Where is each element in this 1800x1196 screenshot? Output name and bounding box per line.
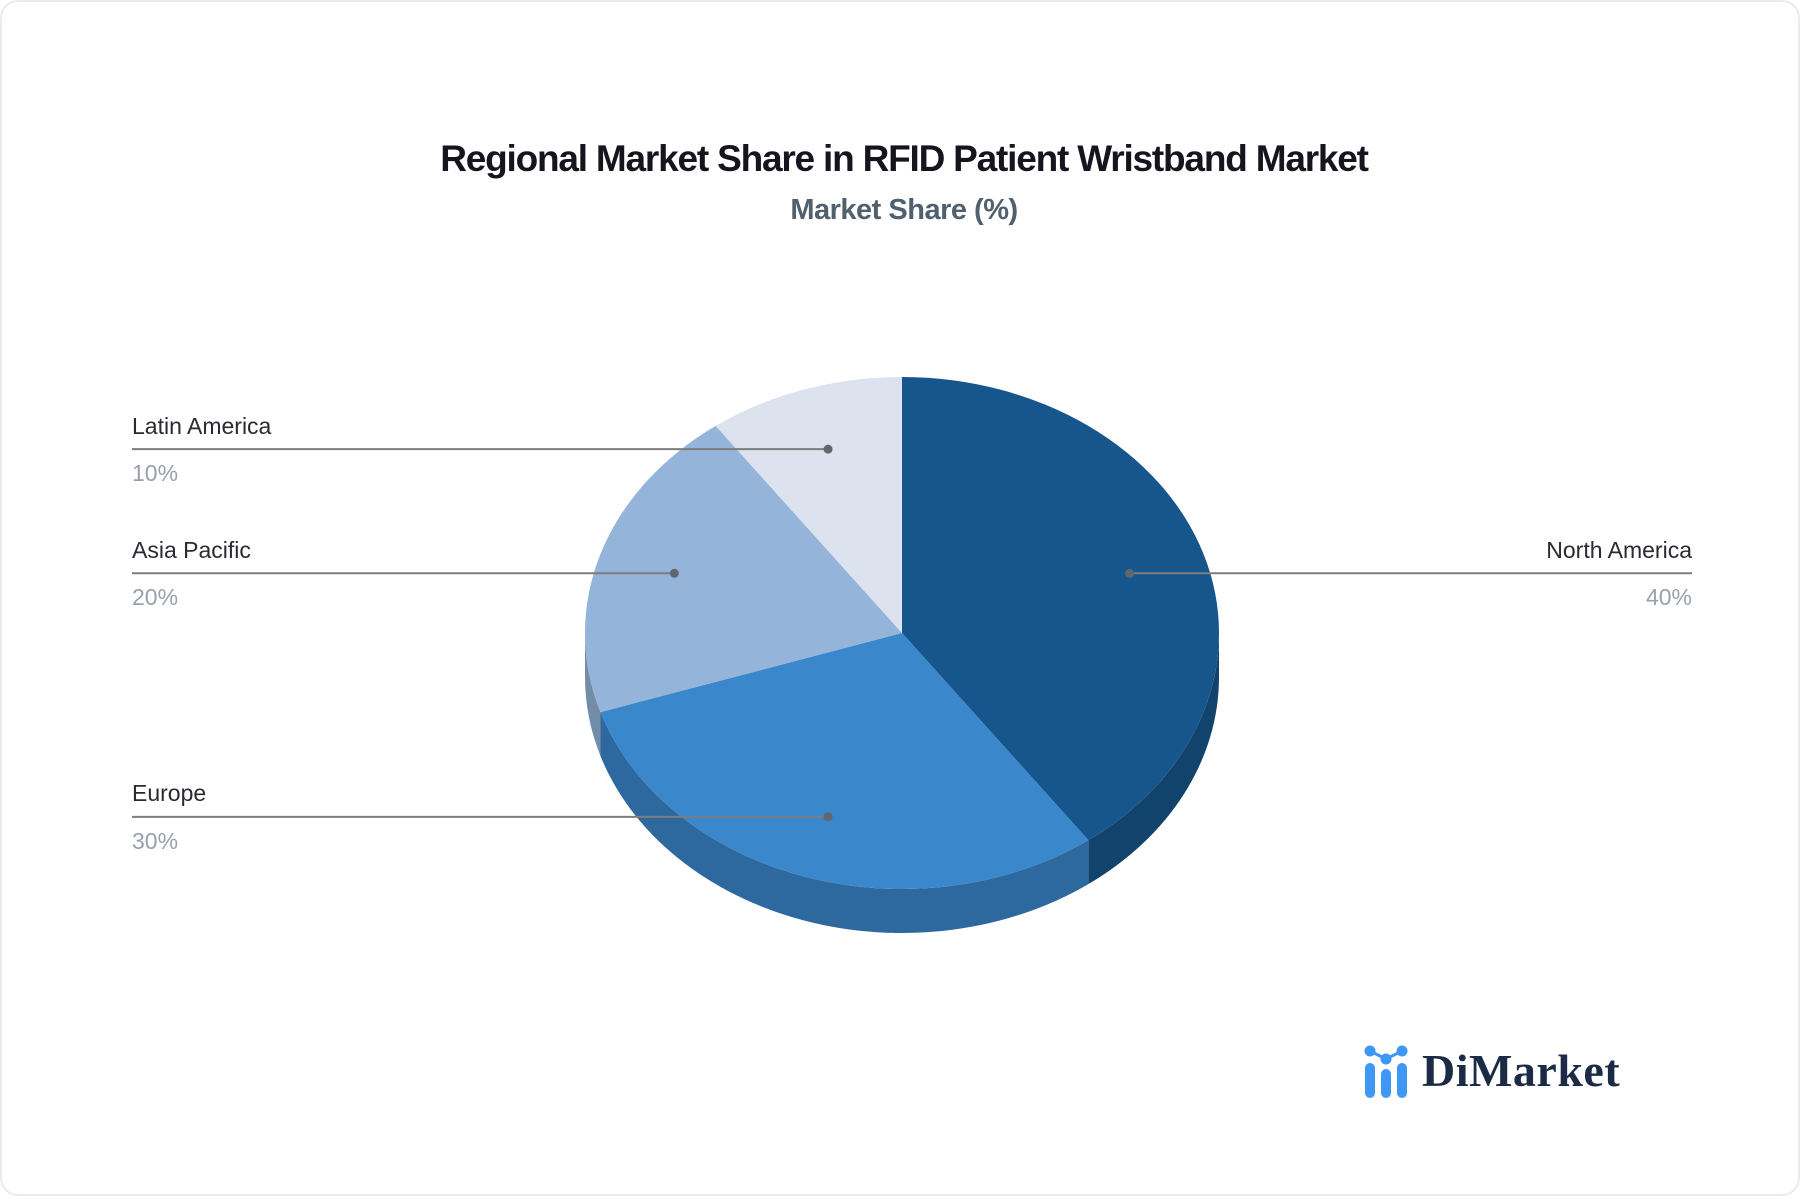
pie-slice-asia-pacific[interactable] [585, 425, 902, 713]
leader-dot-latin-america [823, 444, 833, 454]
pie-slice-north-america[interactable] [902, 377, 1219, 841]
pie-slice-side-north-america [1088, 633, 1219, 885]
slice-percent: 20% [132, 584, 179, 611]
slice-name: Asia Pacific [132, 536, 251, 563]
pie-slice-side-europe [600, 712, 1089, 933]
logo-text: DiMarket [1422, 1045, 1621, 1096]
slice-percent: 40% [1645, 584, 1692, 611]
pie-slice-latin-america[interactable] [715, 377, 902, 633]
slice-name: Latin America [132, 412, 272, 439]
slice-name: Europe [132, 780, 207, 807]
bar-line-chart-icon [1364, 1045, 1408, 1098]
leader-dot-europe [823, 812, 833, 822]
leader-dot-asia-pacific [669, 568, 679, 578]
chart-subtitle: Market Share (%) [790, 194, 1018, 226]
leader-dot-north-america [1125, 568, 1135, 578]
chart-title: Regional Market Share in RFID Patient Wr… [440, 138, 1369, 179]
pie-slice-europe[interactable] [600, 633, 1089, 889]
pie-slice-side-asia-pacific [585, 633, 601, 757]
slice-percent: 10% [132, 460, 179, 487]
dimarket-logo: DiMarket [1362, 1044, 1620, 1098]
slice-name: North America [1546, 536, 1692, 563]
slice-percent: 30% [132, 827, 179, 854]
